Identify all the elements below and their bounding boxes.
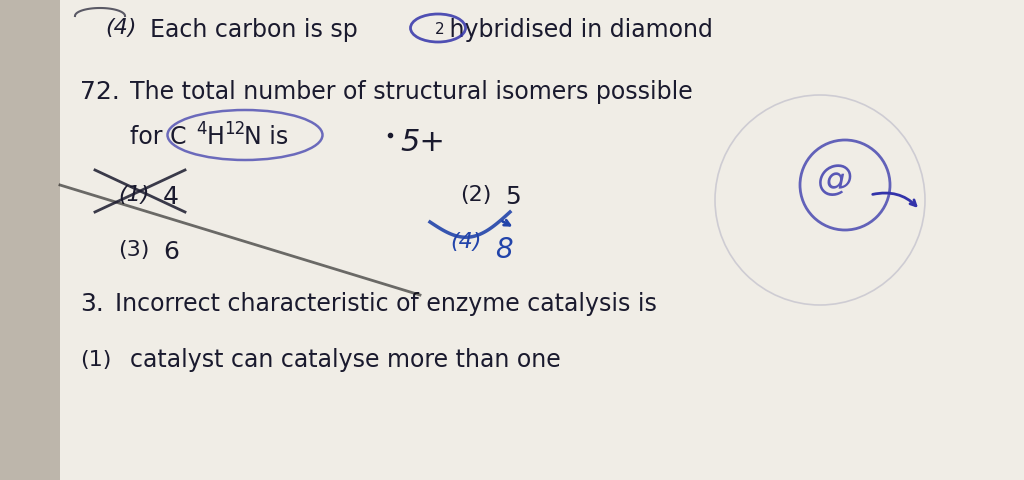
Bar <box>132 0 134 480</box>
Text: (4): (4) <box>450 232 481 252</box>
Text: 5: 5 <box>505 185 521 209</box>
Bar <box>198 0 200 480</box>
Bar <box>128 0 130 480</box>
Bar <box>94 0 96 480</box>
Bar <box>194 0 196 480</box>
Text: (4): (4) <box>105 18 136 38</box>
Text: The total number of structural isomers possible: The total number of structural isomers p… <box>130 80 693 104</box>
Bar <box>142 0 144 480</box>
Bar <box>162 0 164 480</box>
Bar <box>114 0 116 480</box>
Bar <box>118 0 120 480</box>
Bar <box>172 0 174 480</box>
Bar <box>112 0 114 480</box>
Text: Incorrect characteristic of enzyme catalysis is: Incorrect characteristic of enzyme catal… <box>115 292 656 316</box>
Bar <box>80 0 82 480</box>
Text: 6: 6 <box>163 240 179 264</box>
Text: 4: 4 <box>163 185 179 209</box>
Bar <box>136 0 138 480</box>
Text: (3): (3) <box>118 240 150 260</box>
Bar <box>178 0 180 480</box>
Bar <box>164 0 166 480</box>
Bar <box>86 0 88 480</box>
Text: 3.: 3. <box>80 292 103 316</box>
Bar <box>84 0 86 480</box>
Bar <box>150 0 152 480</box>
Bar <box>100 0 102 480</box>
Bar <box>188 0 190 480</box>
Text: hybridised in diamond: hybridised in diamond <box>442 18 713 42</box>
Text: for C: for C <box>130 125 186 149</box>
Bar <box>96 0 98 480</box>
Bar <box>102 0 104 480</box>
Bar <box>124 0 126 480</box>
Bar <box>144 0 146 480</box>
Bar <box>120 0 122 480</box>
Text: 4: 4 <box>196 120 207 138</box>
Bar <box>148 0 150 480</box>
Bar <box>193 0 194 480</box>
Bar <box>180 0 182 480</box>
Bar <box>126 0 128 480</box>
Bar <box>140 0 142 480</box>
Text: catalyst can catalyse more than one: catalyst can catalyse more than one <box>130 348 561 372</box>
Bar <box>170 0 172 480</box>
Bar <box>152 0 154 480</box>
Text: (2): (2) <box>460 185 492 205</box>
Text: 8: 8 <box>495 236 513 264</box>
Bar <box>146 0 148 480</box>
Text: N is: N is <box>244 125 288 149</box>
Bar <box>186 0 188 480</box>
Text: (1): (1) <box>80 350 112 370</box>
Bar <box>196 0 198 480</box>
Bar <box>92 0 94 480</box>
Text: H: H <box>207 125 225 149</box>
Bar <box>176 0 178 480</box>
Text: @: @ <box>817 163 853 197</box>
Bar <box>110 0 112 480</box>
Text: 2: 2 <box>435 22 444 37</box>
Bar <box>0 0 80 480</box>
Bar <box>182 0 184 480</box>
Bar <box>108 0 110 480</box>
Bar <box>168 0 170 480</box>
Text: Each carbon is sp: Each carbon is sp <box>150 18 357 42</box>
Text: 5+: 5+ <box>400 128 444 157</box>
Bar <box>154 0 156 480</box>
Bar <box>174 0 176 480</box>
Bar <box>106 0 108 480</box>
Bar <box>190 0 193 480</box>
Bar <box>88 0 90 480</box>
Bar <box>82 0 84 480</box>
Bar <box>166 0 168 480</box>
Bar <box>90 0 92 480</box>
Bar <box>158 0 160 480</box>
Bar <box>138 0 140 480</box>
Bar <box>104 0 106 480</box>
Bar <box>134 0 136 480</box>
Bar <box>156 0 158 480</box>
Text: 72.: 72. <box>80 80 120 104</box>
Bar <box>98 0 100 480</box>
Bar <box>160 0 162 480</box>
Text: (1): (1) <box>118 185 150 205</box>
Bar <box>184 0 186 480</box>
Bar <box>122 0 124 480</box>
Bar <box>116 0 118 480</box>
Text: 12: 12 <box>224 120 246 138</box>
Bar <box>130 0 132 480</box>
